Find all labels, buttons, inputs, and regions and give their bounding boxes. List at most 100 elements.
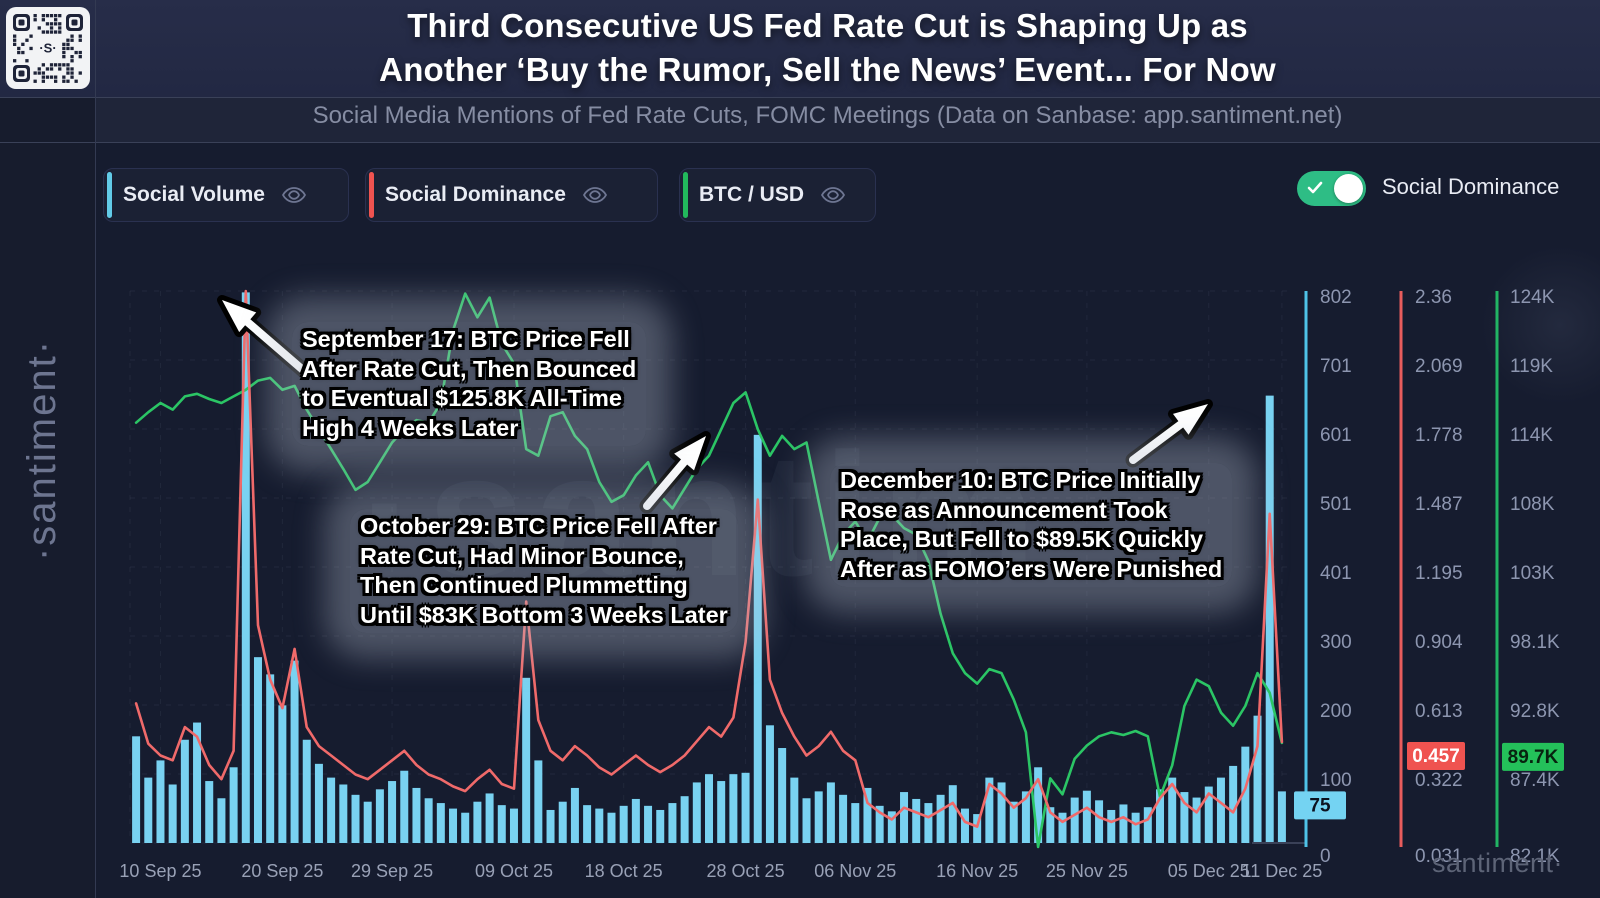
volume-tick-label: 100 [1320,770,1352,791]
volume-bar [132,736,141,843]
volume-bar [1046,807,1055,843]
volume-bar [1241,746,1250,843]
volume-bar [705,774,713,843]
toggle-knob [1334,174,1363,203]
volume-bar [668,803,677,843]
price-tick-label: 108K [1510,494,1555,515]
social-volume-color-bar [107,172,112,218]
subtitle-band [0,97,1600,142]
eye-icon[interactable] [280,183,308,207]
social-dominance-color-bar [369,172,374,218]
volume-bar [1058,812,1067,843]
dominance-tick-label: 1.778 [1415,425,1463,446]
social-dominance-toggle[interactable] [1297,171,1366,206]
dominance-last-value-badge [1407,742,1465,771]
volume-bar [449,808,458,843]
volume-tick-label: 0 [1320,846,1331,867]
volume-bar [960,808,969,843]
volume-bar [1204,786,1213,843]
volume-bar [1021,791,1030,843]
volume-bar [985,777,994,843]
volume-bar [863,787,872,843]
volume-bar [1265,395,1274,843]
volume-tick-label: 802 [1320,287,1352,308]
svg-text:75: 75 [1309,795,1331,816]
volume-bar [144,777,153,843]
check-icon [1307,181,1323,194]
subtitle-divider [0,142,1600,143]
volume-last-value-badge [1294,791,1346,820]
volume-bar [583,805,592,843]
volume-bar [729,774,738,843]
dominance-tick-label: 1.195 [1415,563,1463,584]
volume-bar [900,792,909,843]
legend-label: BTC / USD [699,183,804,206]
volume-bar [339,784,348,843]
volume-bar [802,798,811,843]
volume-bar [570,787,579,843]
sidebar-watermark: ·santiment· [20,338,64,562]
toggle-label: Social Dominance [1382,174,1560,199]
volume-bar [680,796,689,843]
volume-bar [1009,801,1018,843]
volume-bar [1143,807,1152,843]
dominance-line [134,289,1284,828]
volume-bar [1070,797,1079,843]
volume-bar [887,811,896,843]
volume-bar [424,798,433,843]
volume-bar [1095,800,1104,843]
volume-bar [302,739,311,843]
volume-bar [168,784,177,843]
volume-bar [1253,715,1262,843]
volume-bar [692,782,701,843]
price-tick-label: 119K [1510,356,1553,377]
price-tick-label: 103K [1510,563,1555,584]
volume-bar [619,805,628,843]
volume-bar [1131,812,1140,843]
volume-bar [753,434,762,843]
legend-social-volume[interactable]: Social Volume [103,168,349,222]
volume-bar [924,803,933,843]
dominance-tick-label: 2.069 [1415,356,1463,377]
volume-bar [534,760,543,843]
annotation-december-10: December 10: BTC Price Initially Rose as… [830,463,1233,587]
legend-btc-usd[interactable]: BTC / USD [679,168,876,222]
volume-bar [997,782,1006,843]
volume-bar [973,814,982,843]
volume-bar [851,803,860,843]
volume-tick-label: 401 [1320,563,1352,584]
volume-bar [607,812,616,843]
volume-bar [509,808,518,843]
price-tick-label: 92.8K [1510,701,1560,722]
sidebar [0,97,95,898]
volume-bar [497,805,506,843]
svg-text:·S·: ·S· [39,41,56,56]
volume-bar [278,705,287,843]
date-label: 05 Dec 25 [1168,861,1250,881]
page-title: Third Consecutive US Fed Rate Cut is Sha… [95,4,1560,92]
volume-bar [1119,804,1128,843]
dominance-tick-label: 2.36 [1415,287,1452,308]
annotation-october-29: October 29: BTC Price Fell After Rate Cu… [350,509,738,633]
volume-bar [936,794,945,843]
price-tick-label: 87.4K [1510,770,1560,791]
volume-bar [1082,790,1091,843]
volume-bar [241,292,250,843]
volume-bar [814,791,823,843]
volume-bar [765,725,774,843]
volume-bar [631,798,640,843]
volume-bar [1107,809,1116,843]
legend-social-dominance[interactable]: Social Dominance [365,168,658,222]
date-label: 11 Dec 25 [1242,861,1323,881]
title-line-1: Third Consecutive US Fed Rate Cut is Sha… [407,7,1248,44]
eye-icon[interactable] [581,183,609,207]
volume-bar [193,722,202,843]
volume-bar [1277,791,1286,843]
sidebar-divider [95,0,96,898]
date-label: 06 Nov 25 [814,861,896,881]
volume-tick-label: 300 [1320,632,1352,653]
chart-canvas[interactable]: 802 701 601 501 401 300 200 100 0 75 2.36 2.069 1.77… [0,238,1600,898]
volume-bar [400,770,409,843]
dominance-tick-label: 0.031 [1415,846,1463,867]
eye-icon[interactable] [819,183,847,207]
